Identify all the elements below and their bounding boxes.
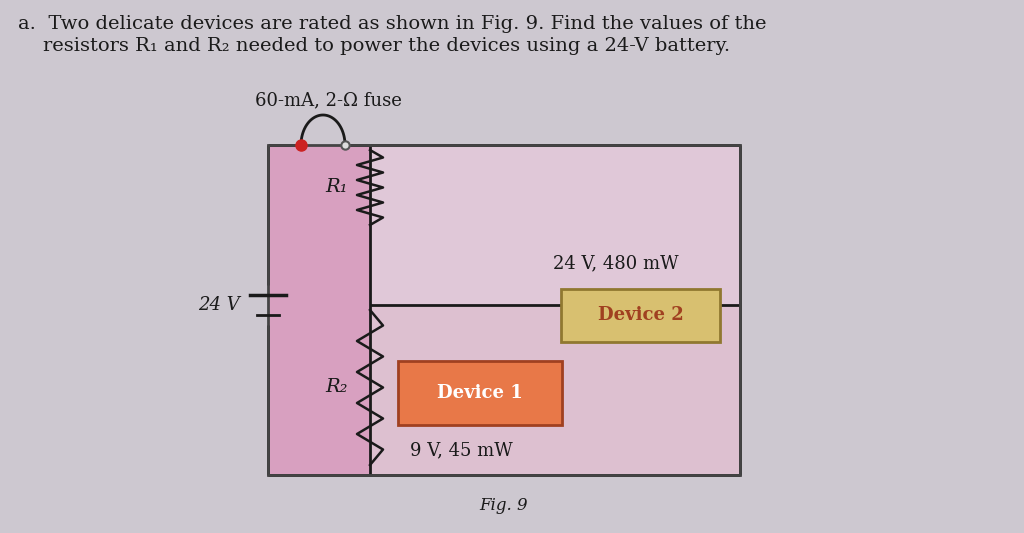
- Text: a.  Two delicate devices are rated as shown in Fig. 9. Find the values of the: a. Two delicate devices are rated as sho…: [18, 15, 767, 33]
- Text: 24 V: 24 V: [199, 296, 240, 314]
- FancyBboxPatch shape: [561, 289, 720, 342]
- FancyBboxPatch shape: [268, 145, 370, 475]
- Text: Device 2: Device 2: [598, 306, 683, 325]
- Text: Device 1: Device 1: [437, 384, 523, 402]
- Text: 60-mA, 2-Ω fuse: 60-mA, 2-Ω fuse: [255, 91, 401, 109]
- Text: resistors R₁ and R₂ needed to power the devices using a 24-V battery.: resistors R₁ and R₂ needed to power the …: [18, 37, 730, 55]
- FancyBboxPatch shape: [370, 145, 740, 305]
- FancyBboxPatch shape: [398, 361, 562, 425]
- Text: R₂: R₂: [326, 378, 348, 397]
- Text: R₁: R₁: [326, 179, 348, 197]
- Text: 9 V, 45 mW: 9 V, 45 mW: [410, 441, 513, 459]
- Bar: [268, 145, 740, 475]
- Text: Fig. 9: Fig. 9: [479, 497, 528, 514]
- FancyBboxPatch shape: [370, 305, 740, 475]
- Text: 24 V, 480 mW: 24 V, 480 mW: [553, 254, 679, 272]
